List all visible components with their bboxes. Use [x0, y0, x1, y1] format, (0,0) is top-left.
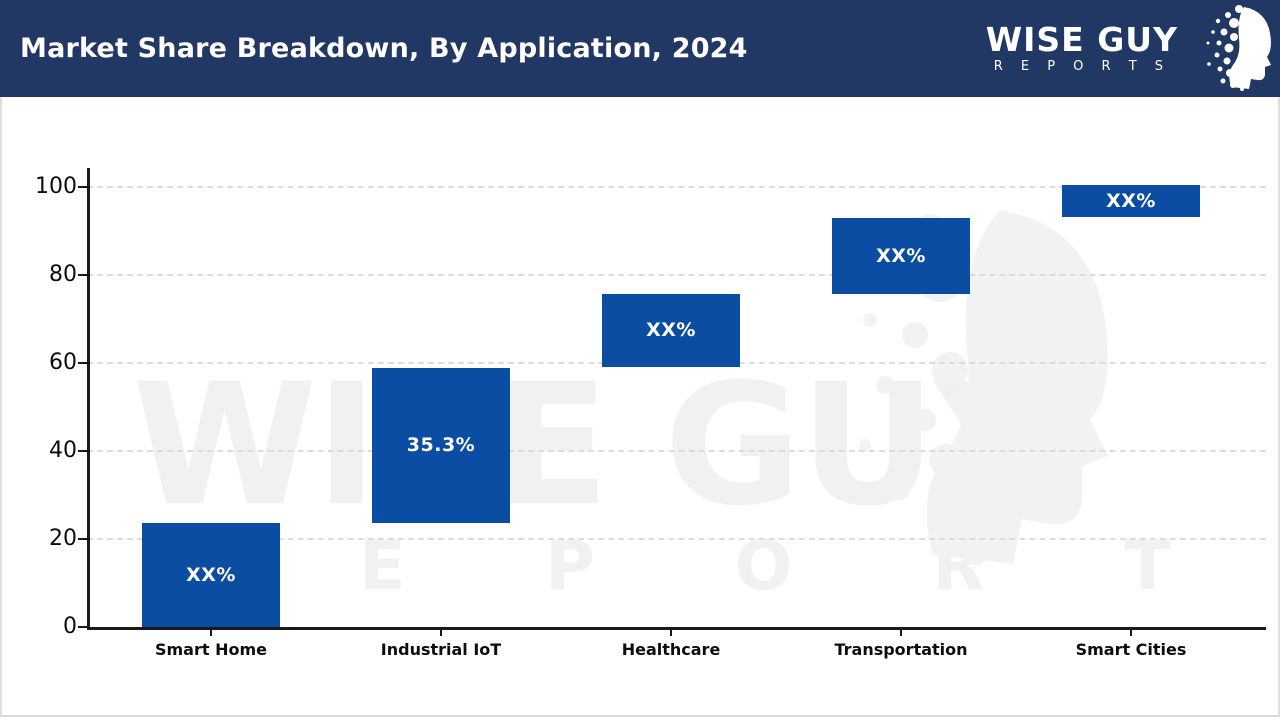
bar-healthcare: XX%	[602, 293, 740, 367]
xtick-label-smart-home: Smart Home	[154, 640, 267, 659]
ytick-mark	[78, 538, 87, 540]
wise-guy-logo: WISE GUY R E P O R T S	[986, 1, 1280, 97]
ytick-mark	[78, 626, 87, 628]
logo-wordmark: WISE GUY	[985, 20, 1178, 59]
ytick-label: 60	[49, 350, 77, 375]
header-bar: Market Share Breakdown, By Application, …	[0, 0, 1280, 97]
ytick-label: 100	[35, 174, 77, 199]
xtick-mark	[900, 627, 902, 636]
ytick-label: 20	[49, 526, 77, 551]
xtick-mark	[670, 627, 672, 636]
xtick-mark	[1130, 627, 1132, 636]
gridline-y80	[87, 274, 1266, 276]
xtick-label-transportation: Transportation	[834, 640, 968, 659]
bar-value-label: XX%	[646, 319, 696, 342]
gridline-y40	[87, 450, 1266, 452]
xtick-label-smart-cities: Smart Cities	[1075, 640, 1187, 659]
ytick-mark	[78, 274, 87, 276]
xtick-label-industrial-iot: Industrial IoT	[380, 640, 502, 659]
bar-transportation: XX%	[832, 217, 970, 294]
ytick-mark	[78, 186, 87, 188]
bar-value-label: 35.3%	[406, 434, 476, 457]
logo-text: WISE GUY R E P O R T S	[986, 23, 1178, 74]
gridline-y20	[87, 538, 1266, 540]
dotted-head-icon	[1182, 1, 1274, 97]
bar-value-label: XX%	[186, 564, 236, 587]
ytick-label: 80	[49, 262, 77, 287]
ytick-label: 0	[63, 614, 77, 639]
ytick-mark	[78, 450, 87, 452]
bar-value-label: XX%	[1106, 189, 1156, 212]
ytick-label: 40	[49, 438, 77, 463]
watermark-wordmark: WISE GUY	[132, 347, 1056, 543]
page-title: Market Share Breakdown, By Application, …	[20, 33, 748, 64]
ytick-mark	[78, 362, 87, 364]
xtick-mark	[210, 627, 212, 636]
xtick-mark	[440, 627, 442, 636]
x-axis-line	[87, 627, 1266, 630]
watermark-subtitle: R E P O R T S	[167, 527, 1280, 606]
bar-industrial-iot: 35.3%	[372, 367, 510, 524]
xtick-label-healthcare: Healthcare	[621, 640, 721, 659]
bar-value-label: XX%	[876, 244, 926, 267]
logo-subtitle: R E P O R T S	[993, 59, 1171, 74]
bar-smart-cities: XX%	[1062, 184, 1200, 217]
y-axis-line	[87, 168, 90, 629]
bar-smart-home: XX%	[142, 523, 280, 627]
gridline-y100	[87, 186, 1266, 188]
